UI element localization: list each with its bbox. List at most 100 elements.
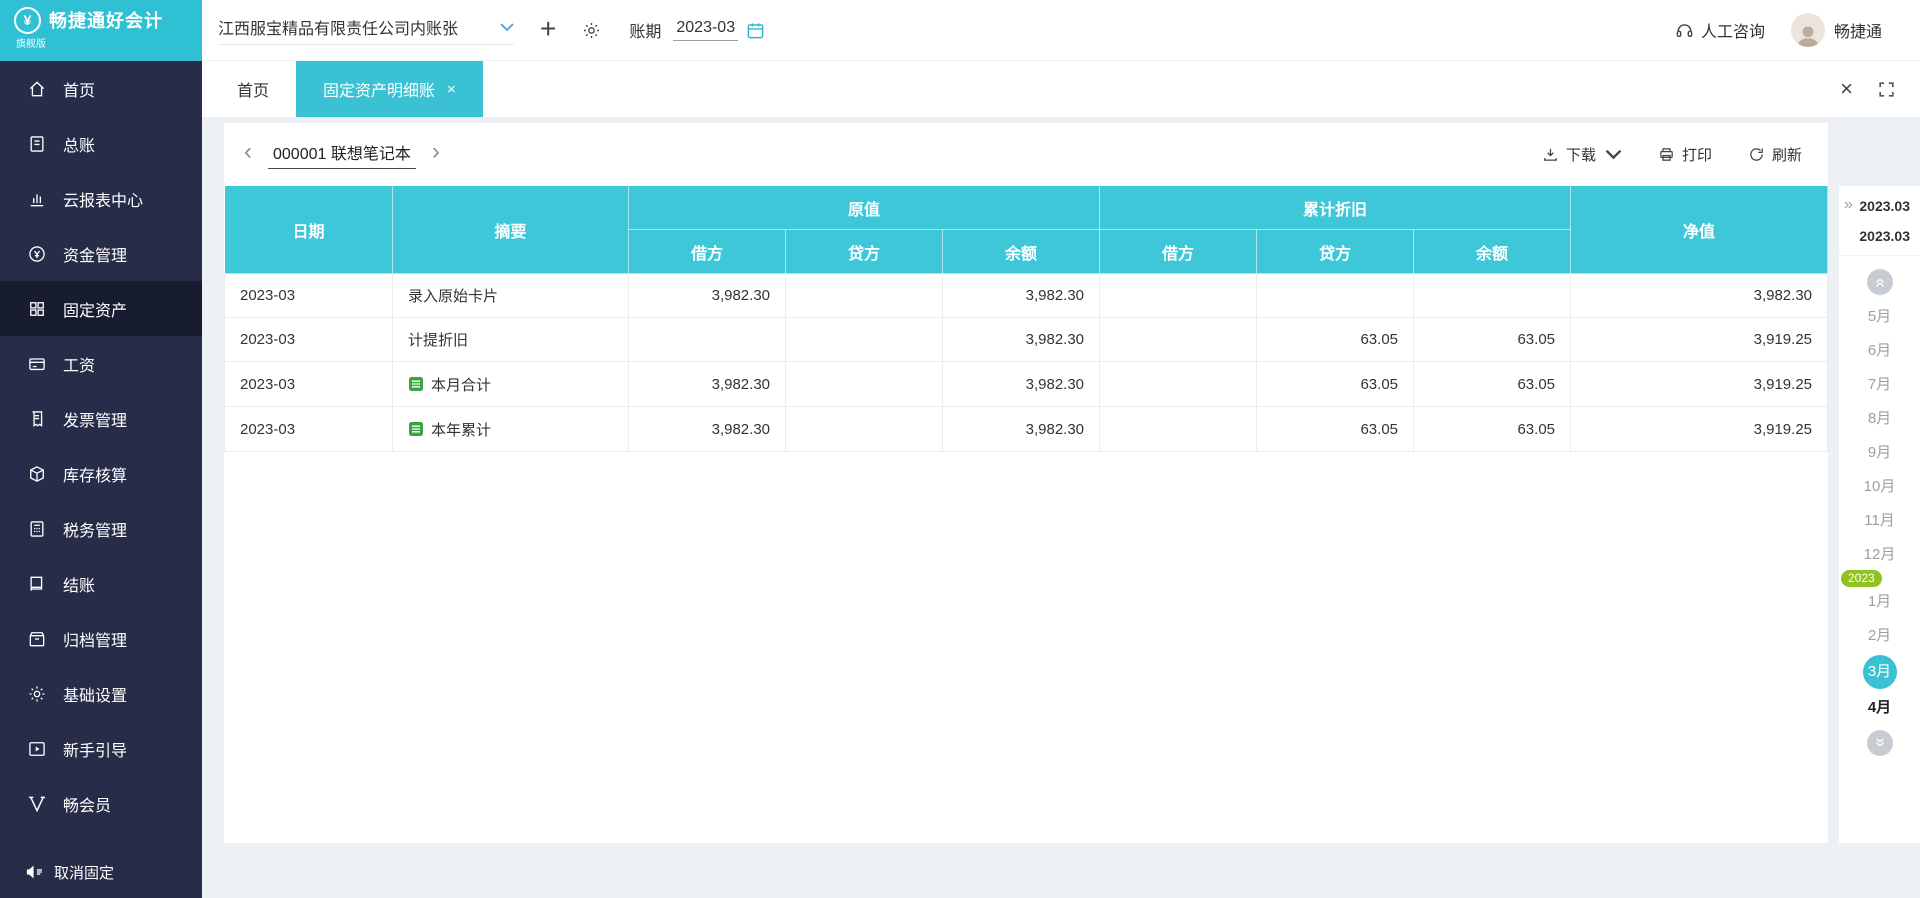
col-header-dep-balance: 余额 (1413, 229, 1572, 274)
table-row: 2023-03 录入原始卡片 3,982.30 3,982.30 3,982.3… (224, 273, 1828, 318)
month-item[interactable]: 10月 (1863, 478, 1896, 495)
scroll-up-button[interactable] (1866, 269, 1893, 295)
month-item[interactable]: 5月 (1867, 308, 1892, 325)
cloud-report-icon (30, 193, 44, 206)
member-icon (29, 796, 45, 812)
next-record-button[interactable]: › (431, 138, 440, 165)
main-content: ‹ 000001 联想笔记本 › 下载 打印 刷新 (202, 117, 1920, 898)
sidebar-item-invoice[interactable]: 发票管理 (0, 391, 202, 446)
avatar[interactable] (1790, 13, 1825, 47)
settings-icon (29, 686, 45, 701)
collapse-panel-icon[interactable]: » (1844, 196, 1853, 213)
inventory-icon (30, 465, 44, 482)
archive-icon (29, 631, 45, 646)
print-button[interactable]: 打印 (1658, 144, 1712, 165)
col-header-date: 日期 (224, 185, 393, 274)
sidebar-item-archive[interactable]: 归档管理 (0, 611, 202, 666)
sidebar-item-settings[interactable]: 基础设置 (0, 666, 202, 721)
period-value[interactable]: 2023-03 (673, 19, 739, 41)
period-end: 2023.03 (1859, 228, 1910, 244)
sidebar-item-funds[interactable]: 资金管理 (0, 226, 202, 281)
chevron-down-icon (500, 22, 514, 31)
sidebar-item-fixed-assets[interactable]: 固定资产 (0, 281, 202, 336)
month-item[interactable]: 9月 (1867, 444, 1892, 461)
account-settings-gear-icon[interactable] (582, 21, 601, 40)
month-item-current[interactable]: 4月 (1867, 699, 1892, 716)
fullscreen-icon[interactable] (1877, 80, 1896, 99)
refresh-button[interactable]: 刷新 (1748, 144, 1802, 165)
ledger-toolbar: ‹ 000001 联想笔记本 › 下载 打印 刷新 (224, 123, 1828, 185)
month-item[interactable]: 12月 (1863, 546, 1896, 563)
sidebar-item-salary[interactable]: 工资 (0, 336, 202, 391)
subtotal-icon (408, 421, 424, 437)
invoice-icon (32, 410, 43, 427)
prev-record-button[interactable]: ‹ (244, 138, 252, 165)
scroll-down-button[interactable] (1866, 730, 1893, 756)
month-item[interactable]: 6月 (1867, 342, 1892, 359)
col-header-ov-debit: 借方 (628, 229, 786, 274)
download-button[interactable]: 下载 (1542, 144, 1622, 165)
sidebar-item-member[interactable]: 畅会员 (0, 776, 202, 831)
month-item-selected[interactable]: 3月 (1839, 653, 1920, 691)
fixed-asset-ledger-table: 日期 摘要 原值 累计折旧 净值 借方 贷方 余额 借方 贷方 余额 2023- (224, 185, 1828, 452)
sidebar-item-inventory[interactable]: 库存核算 (0, 446, 202, 501)
refresh-icon (1750, 147, 1763, 161)
tab-home[interactable]: 首页 (237, 83, 270, 100)
app-title: 畅捷通好会计 (49, 11, 163, 31)
closing-icon (30, 576, 43, 591)
general-ledger-icon (30, 135, 44, 152)
month-panel: » 2023.03 2023.03 5月 6月 7月 8月 9月 10月 11月… (1839, 186, 1920, 843)
company-selector[interactable]: 江西服宝精品有限责任公司内账张 (218, 15, 514, 45)
table-row-monthly-total: 2023-03 本月合计 3,982.30 3,982.30 63.05 (224, 361, 1828, 407)
unpin-sidebar-button[interactable]: 取消固定 (0, 850, 202, 894)
sidebar-item-closing[interactable]: 结账 (0, 556, 202, 611)
period-start: 2023.03 (1859, 198, 1910, 214)
person-icon (1797, 26, 1819, 47)
topbar: ¥ 畅捷通好会计 旗舰版 江西服宝精品有限责任公司内账张 + 账期 2023-0… (0, 0, 1920, 61)
col-group-accumulated-depreciation: 累计折旧 (1099, 185, 1572, 230)
app-logo-icon: ¥ (14, 6, 41, 34)
sidebar-item-general-ledger[interactable]: 总账 (0, 116, 202, 171)
salary-icon (29, 357, 45, 370)
record-selector[interactable]: 000001 联想笔记本 (268, 140, 416, 169)
month-item[interactable]: 1月 (1867, 593, 1892, 610)
sidebar-item-cloud-report[interactable]: 云报表中心 (0, 171, 202, 226)
table-row: 2023-03 计提折旧 3,982.30 63.05 63.05 3,919.… (224, 317, 1828, 362)
calendar-icon[interactable] (746, 21, 765, 40)
tab-fixed-asset-ledger[interactable]: 固定资产明细账 × (296, 61, 483, 117)
unpin-icon (26, 865, 42, 879)
headset-icon (1676, 23, 1693, 37)
sidebar-item-guide[interactable]: 新手引导 (0, 721, 202, 776)
month-item[interactable]: 11月 (1864, 512, 1895, 529)
period-label: 账期 (629, 24, 662, 41)
app-logo: ¥ 畅捷通好会计 旗舰版 (0, 0, 202, 61)
subtotal-icon (408, 376, 424, 392)
col-header-ov-balance: 余额 (941, 229, 1101, 274)
chevron-down-icon (1605, 149, 1622, 159)
close-view-icon[interactable]: × (1840, 76, 1853, 101)
year-badge: 2023 (1841, 570, 1882, 587)
guide-icon (29, 741, 45, 756)
col-group-original-value: 原值 (627, 185, 1101, 230)
month-item[interactable]: 2月 (1867, 627, 1892, 644)
ledger-card: ‹ 000001 联想笔记本 › 下载 打印 刷新 (224, 123, 1828, 843)
tab-close-icon[interactable]: × (447, 80, 456, 98)
support-label: 人工咨询 (1700, 24, 1765, 41)
col-header-dep-credit: 贷方 (1256, 229, 1415, 274)
sidebar-item-home[interactable]: 首页 (0, 61, 202, 116)
sidebar: 首页 总账 云报表中心 资金管理 固定资产 工资 发票管理 库存核算 税务管理 … (0, 61, 202, 898)
add-button[interactable]: + (540, 12, 557, 44)
col-header-net-value: 净值 (1570, 185, 1828, 274)
month-item[interactable]: 8月 (1867, 410, 1892, 427)
col-header-dep-debit: 借方 (1099, 229, 1258, 274)
month-item[interactable]: 7月 (1867, 376, 1892, 393)
sidebar-item-tax[interactable]: 税务管理 (0, 501, 202, 556)
tax-icon (30, 520, 44, 537)
home-icon (29, 80, 45, 96)
user-name[interactable]: 畅捷通 (1833, 24, 1882, 41)
fixed-assets-icon (30, 301, 44, 316)
support-button[interactable]: 人工咨询 (1675, 18, 1765, 42)
company-name: 江西服宝精品有限责任公司内账张 (218, 21, 459, 38)
col-header-summary: 摘要 (392, 185, 629, 274)
download-icon (1544, 148, 1557, 161)
